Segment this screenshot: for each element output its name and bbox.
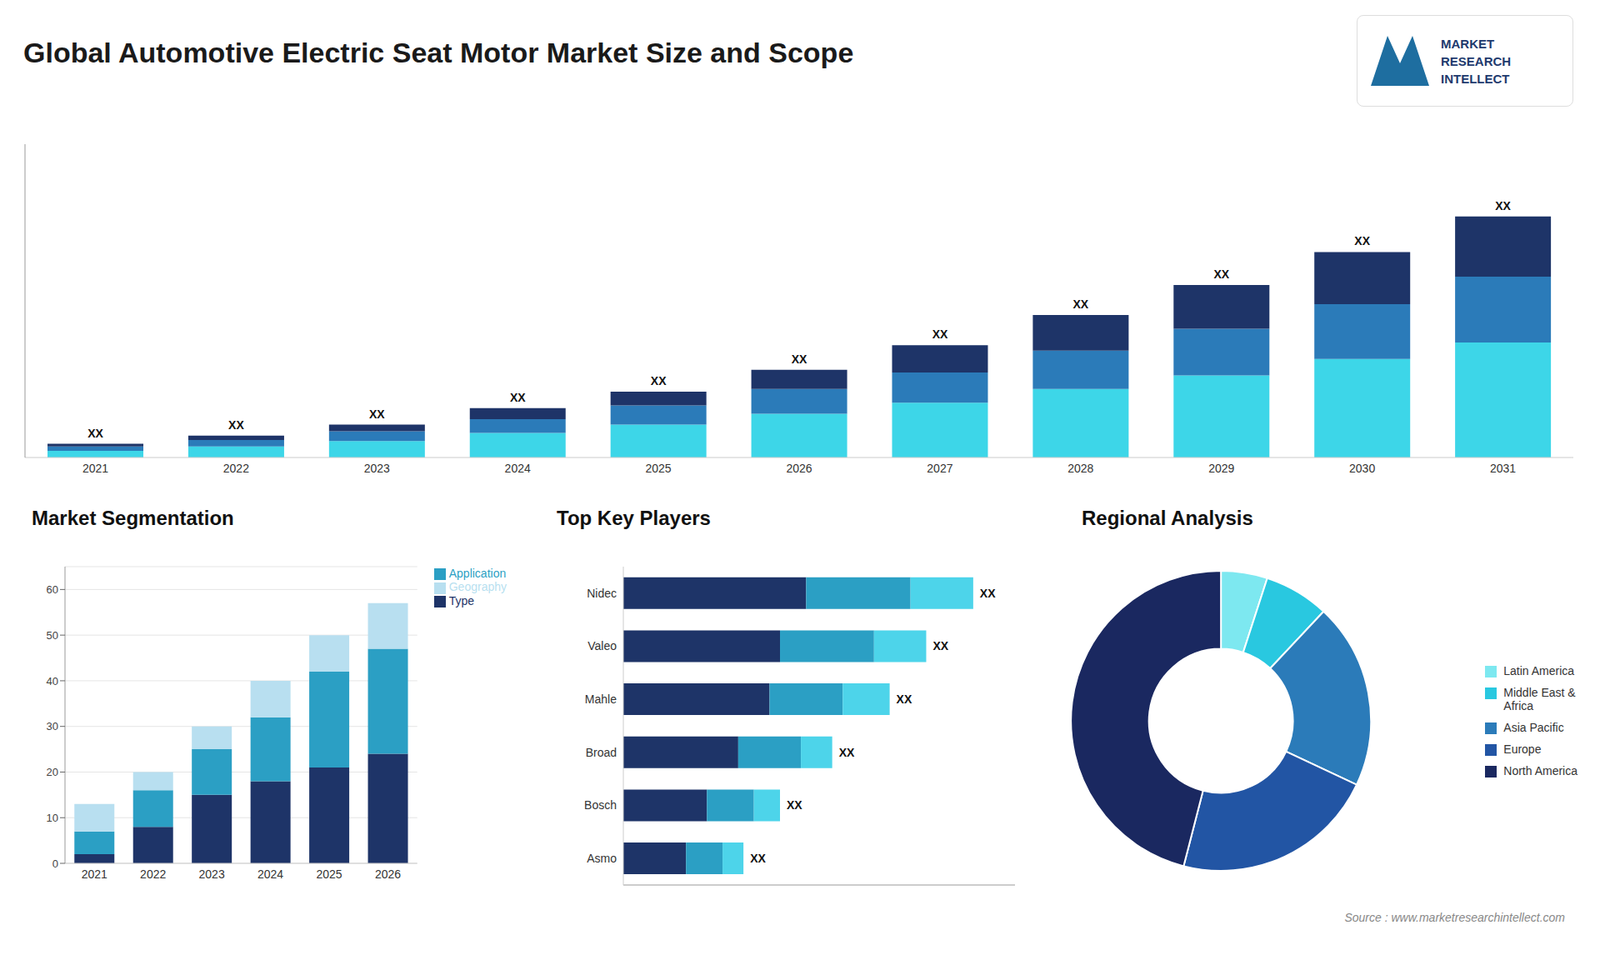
html-text:Type: Type [448,593,475,608]
svg-text:Nidec: Nidec [586,586,617,600]
svg-text:2029: 2029 [1208,461,1235,475]
html-text:Global Automotive Electric Sea: Global Automotive Electric Seat Motor Ma… [23,36,854,69]
svg-text:2022: 2022 [223,461,250,475]
html-text:INTELLECT: INTELLECT [1440,71,1510,86]
html-text:Asia Pacific: Asia Pacific [1503,720,1564,735]
html-text:MARKET: MARKET [1440,36,1495,51]
html-text:Regional Analysis: Regional Analysis [1081,506,1254,530]
html-text:Africa: Africa [1503,699,1534,713]
svg-text:30: 30 [46,720,59,733]
svg-text:0: 0 [52,857,59,870]
svg-text:Valeo: Valeo [587,639,617,653]
svg-text:XX: XX [87,426,104,440]
svg-text:XX: XX [791,352,808,366]
svg-text:2024: 2024 [257,867,284,881]
svg-text:40: 40 [46,675,59,688]
svg-text:Broad: Broad [585,745,617,760]
html-text:Geography: Geography [448,580,507,594]
html-text:Source : www.marketresearchint: Source : www.marketresearchintellect.com [1344,910,1565,925]
html-text:RESEARCH: RESEARCH [1440,53,1511,68]
svg-text:Bosch: Bosch [584,798,617,812]
svg-text:XX: XX [228,418,245,432]
svg-text:XX: XX [1073,297,1090,311]
html-text:Top Key Players: Top Key Players [556,506,711,530]
svg-text:XX: XX [1213,267,1230,281]
svg-text:2025: 2025 [645,461,672,475]
svg-text:2026: 2026 [375,867,401,881]
svg-text:XX: XX [369,407,385,421]
html-text:Middle East &: Middle East & [1503,685,1576,700]
html-text:North America: North America [1503,764,1578,778]
svg-text:XX: XX [650,374,667,388]
html-text:Europe: Europe [1503,742,1542,756]
svg-text:2027: 2027 [926,461,953,475]
svg-text:XX: XX [980,586,996,600]
svg-text:XX: XX [896,692,913,706]
svg-text:2026: 2026 [785,461,812,475]
svg-text:XX: XX [510,390,526,405]
svg-text:2025: 2025 [315,867,342,881]
svg-text:2028: 2028 [1067,461,1094,475]
svg-text:2023: 2023 [364,461,390,475]
svg-text:2021: 2021 [81,867,108,881]
html-text:Market Segmentation: Market Segmentation [31,506,234,530]
svg-text:XX: XX [932,327,949,341]
html-text:Latin America: Latin America [1503,664,1575,678]
svg-text:20: 20 [46,765,59,779]
svg-text:XX: XX [750,851,766,865]
svg-text:XX: XX [839,745,855,760]
svg-text:Mahle: Mahle [585,692,617,706]
svg-text:Asmo: Asmo [586,851,617,865]
svg-text:2031: 2031 [1490,461,1516,475]
html-text:Application: Application [448,566,506,580]
svg-text:XX: XX [1495,199,1511,213]
svg-text:XX: XX [932,639,949,653]
svg-text:2030: 2030 [1349,461,1375,475]
svg-text:10: 10 [46,811,59,825]
svg-text:50: 50 [46,629,59,642]
svg-text:2023: 2023 [199,867,225,881]
svg-text:XX: XX [1354,234,1370,248]
svg-text:2022: 2022 [140,867,166,881]
svg-text:XX: XX [786,798,803,812]
svg-text:2021: 2021 [82,461,109,475]
svg-text:60: 60 [46,583,59,596]
svg-text:2024: 2024 [505,461,531,475]
